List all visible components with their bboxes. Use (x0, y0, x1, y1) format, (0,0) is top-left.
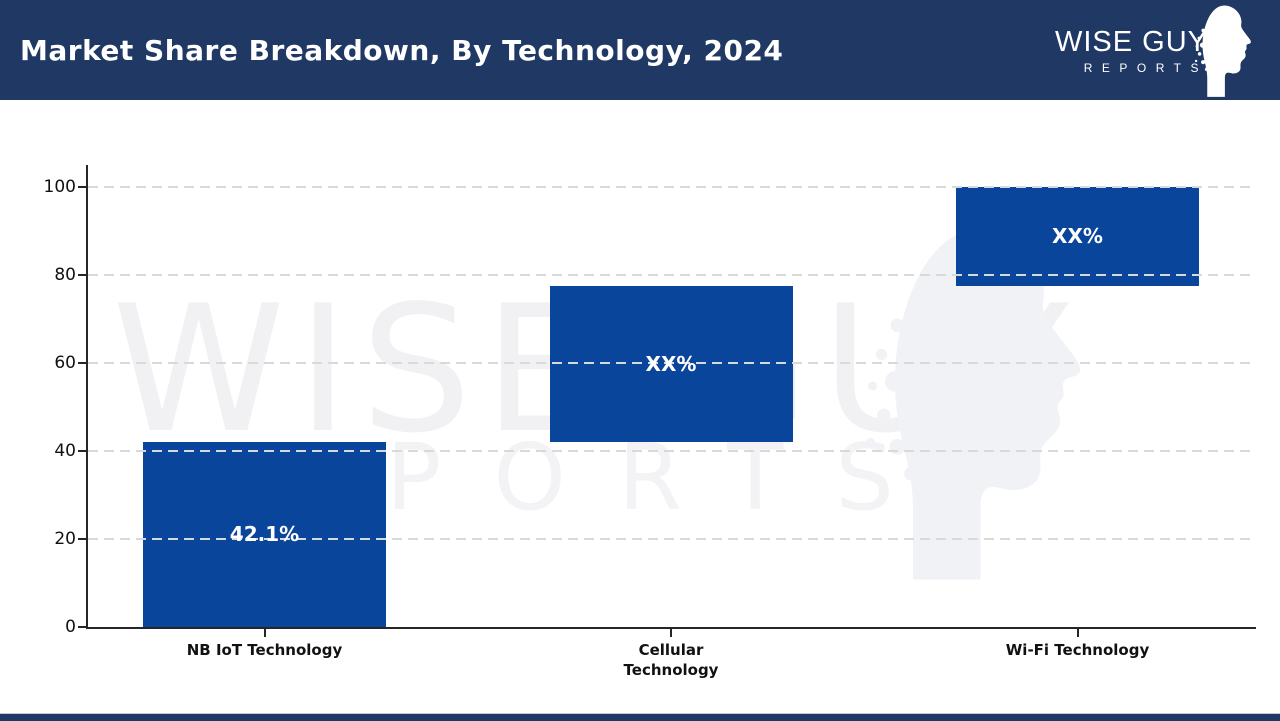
y-axis-line (86, 165, 88, 629)
y-tick-label: 40 (54, 441, 76, 461)
y-tick-label: 20 (54, 529, 76, 549)
bar-value-label: XX% (645, 351, 697, 376)
y-tick-mark (78, 626, 86, 628)
x-tick-mark (1076, 629, 1079, 637)
bar-value-label: XX% (1052, 224, 1103, 249)
y-tick-mark (78, 186, 86, 188)
logo-text: WISE GUY REPORTS (1055, 26, 1208, 75)
gridline (88, 186, 1256, 188)
x-category-label: Wi-Fi Technology (1005, 641, 1150, 659)
wiseguy-logo: WISE GUY REPORTS (1030, 0, 1280, 100)
y-tick-label: 0 (65, 617, 76, 637)
y-tick-mark (78, 362, 86, 364)
y-tick-mark (78, 274, 86, 276)
bar-value-label: 42.1% (229, 522, 300, 547)
logo-wordmark: WISE GUY (1054, 26, 1208, 58)
header: Market Share Breakdown, By Technology, 2… (0, 0, 1280, 100)
y-tick-label: 100 (43, 177, 76, 197)
y-tick-label: 80 (54, 265, 76, 285)
x-tick-mark (670, 629, 672, 637)
x-axis-line (86, 627, 1256, 629)
x-category-label: Cellular Technology (623, 641, 719, 679)
gridline (88, 538, 1256, 540)
footer-bar (0, 713, 1280, 721)
gridline (88, 274, 1256, 276)
x-tick-mark (263, 629, 266, 637)
logo-subtext: REPORTS (1083, 61, 1208, 75)
page-title: Market Share Breakdown, By Technology, 2… (20, 33, 784, 67)
gridline (88, 450, 1256, 452)
y-tick-mark (78, 538, 86, 540)
y-tick-label: 60 (54, 353, 76, 373)
bar-wi-fi-technology (956, 187, 1199, 286)
y-tick-mark (78, 450, 86, 452)
bar-nb-iot-technology (143, 441, 386, 627)
wiseguy-face-icon (1155, 4, 1280, 98)
x-category-label: NB IoT Technology (186, 641, 343, 659)
gridline (88, 362, 1256, 364)
